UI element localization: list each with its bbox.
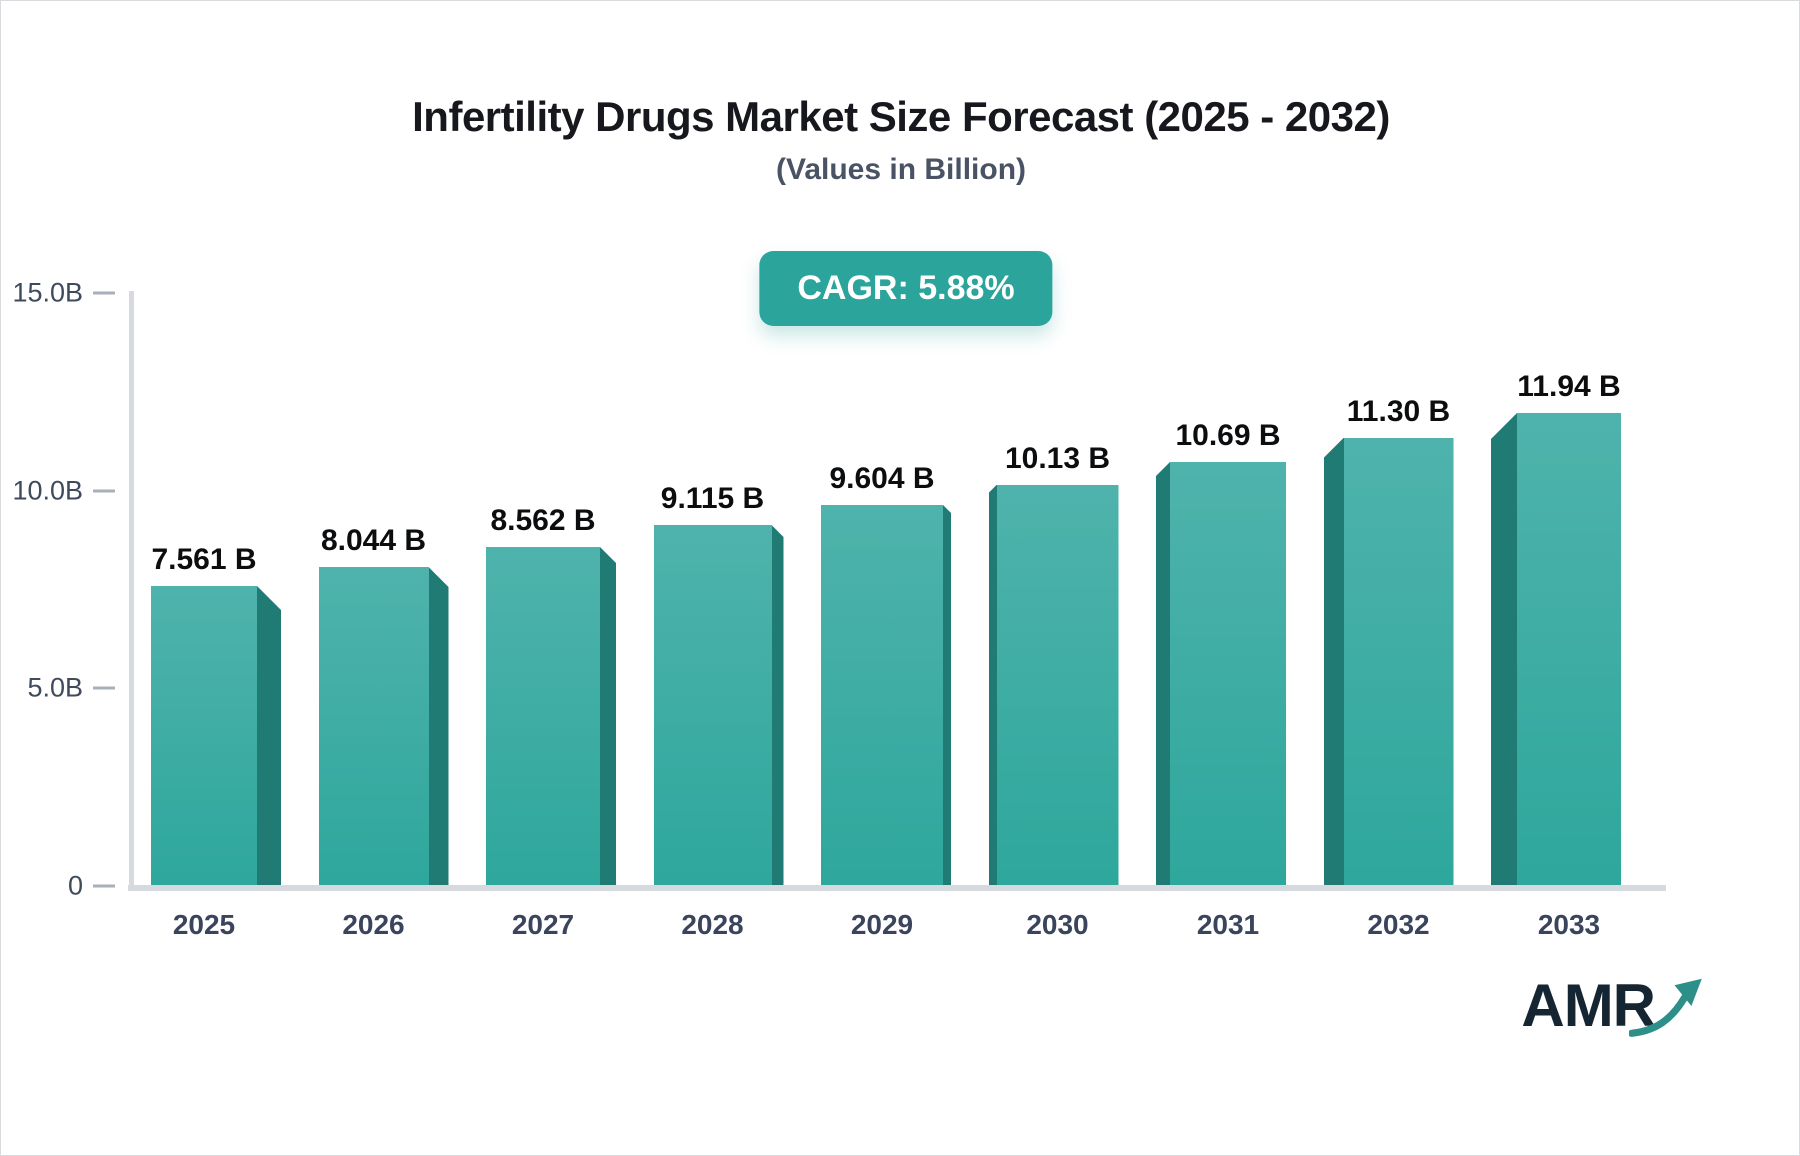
x-tick-label: 2029 — [850, 909, 914, 940]
y-tick-label: 0 — [67, 870, 83, 901]
growth-arrow-icon — [1629, 978, 1702, 1037]
bar-value-label: 8.562 B — [490, 504, 596, 537]
chart-title: Infertility Drugs Market Size Forecast (… — [412, 93, 1390, 140]
x-tick-label: 2025 — [172, 909, 236, 940]
bar-face — [1517, 413, 1621, 885]
bar-value-label: 8.044 B — [320, 524, 427, 557]
bar-face — [486, 547, 600, 885]
bar-2025 — [151, 586, 281, 885]
bar-value-label: 7.561 B — [151, 543, 257, 576]
bar-value-label: 9.604 B — [829, 462, 935, 495]
bar-value-label: 10.69 B — [1175, 419, 1281, 452]
amr-logo: AMR — [1521, 965, 1707, 1039]
bar-value-label: 9.115 B — [660, 482, 765, 515]
x-tick-label: 2033 — [1537, 909, 1601, 940]
bar-2032 — [1323, 438, 1454, 885]
y-axis-line — [129, 291, 134, 891]
cagr-badge: CAGR: 5.88% — [759, 251, 1053, 326]
bar-face — [821, 505, 943, 885]
x-tick-label: 2027 — [511, 909, 575, 940]
y-tick-label: 5.0B — [27, 672, 83, 703]
bar-2033 — [1491, 413, 1621, 885]
bar-face — [1343, 438, 1454, 885]
bar-face — [1170, 462, 1286, 885]
bar-2026 — [318, 567, 449, 885]
bar-face — [151, 586, 257, 885]
x-axis-line — [128, 885, 1666, 891]
bar-2028 — [653, 525, 784, 885]
bar-2030 — [988, 485, 1119, 885]
bar-2031 — [1156, 462, 1286, 885]
chart-subtitle: (Values in Billion) — [775, 153, 1027, 186]
bar-value-label: 10.13 B — [1004, 442, 1111, 475]
y-tick-mark — [93, 884, 115, 888]
y-tick-label: 15.0B — [12, 277, 83, 308]
bar-2027 — [486, 547, 616, 885]
x-tick-label: 2030 — [1026, 909, 1089, 940]
y-tick-mark — [93, 686, 115, 690]
bar-face — [996, 485, 1119, 885]
x-tick-label: 2032 — [1367, 909, 1430, 940]
x-tick-label: 2028 — [681, 909, 744, 940]
bar-face — [318, 567, 429, 885]
bar-2029 — [821, 505, 951, 885]
amr-logo-text: AMR — [1521, 972, 1656, 1039]
bar-face — [653, 525, 772, 885]
bar-value-label: 11.94 B — [1517, 370, 1621, 403]
y-tick-mark — [93, 291, 115, 295]
x-tick-label: 2031 — [1196, 909, 1260, 940]
y-tick-label: 10.0B — [12, 475, 83, 506]
x-tick-label: 2026 — [342, 909, 405, 940]
y-tick-mark — [93, 489, 115, 493]
bar-value-label: 11.30 B — [1346, 395, 1451, 428]
